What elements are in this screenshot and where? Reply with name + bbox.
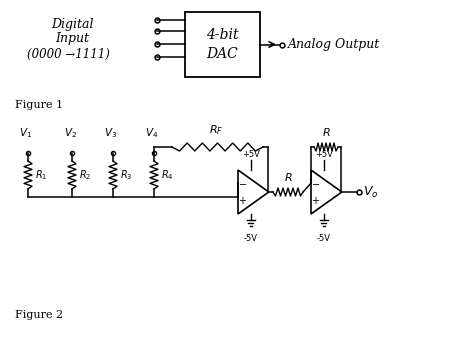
Text: -5V: -5V: [317, 234, 331, 243]
Text: Figure 1: Figure 1: [15, 100, 63, 110]
Text: +5V: +5V: [315, 150, 333, 159]
Text: -5V: -5V: [244, 234, 258, 243]
Text: $R_3$: $R_3$: [120, 168, 133, 182]
Text: $-$: $-$: [311, 178, 320, 188]
Bar: [185, 12, 260, 77]
Text: $V_4$: $V_4$: [146, 126, 159, 140]
Text: $V_3$: $V_3$: [104, 126, 118, 140]
Text: Input: Input: [55, 32, 89, 45]
Text: $R_4$: $R_4$: [161, 168, 174, 182]
Text: $R$: $R$: [322, 126, 330, 138]
Text: $R$: $R$: [283, 171, 292, 183]
Text: $R_2$: $R_2$: [79, 168, 91, 182]
Text: Digital: Digital: [51, 18, 93, 31]
Text: $V_1$: $V_1$: [19, 126, 33, 140]
Text: $-$: $-$: [238, 178, 247, 188]
Text: 4-bit
DAC: 4-bit DAC: [206, 28, 239, 61]
Text: (0000 →1111): (0000 →1111): [27, 48, 109, 61]
Text: $V_o$: $V_o$: [363, 184, 379, 200]
Text: $+$: $+$: [238, 195, 247, 206]
Text: Analog Output: Analog Output: [288, 38, 380, 51]
Text: $R_F$: $R_F$: [209, 123, 223, 137]
Text: Figure 2: Figure 2: [15, 310, 63, 320]
Text: $V_2$: $V_2$: [64, 126, 76, 140]
Text: $+$: $+$: [311, 195, 320, 206]
Text: $R_1$: $R_1$: [35, 168, 47, 182]
Text: +5V: +5V: [242, 150, 260, 159]
